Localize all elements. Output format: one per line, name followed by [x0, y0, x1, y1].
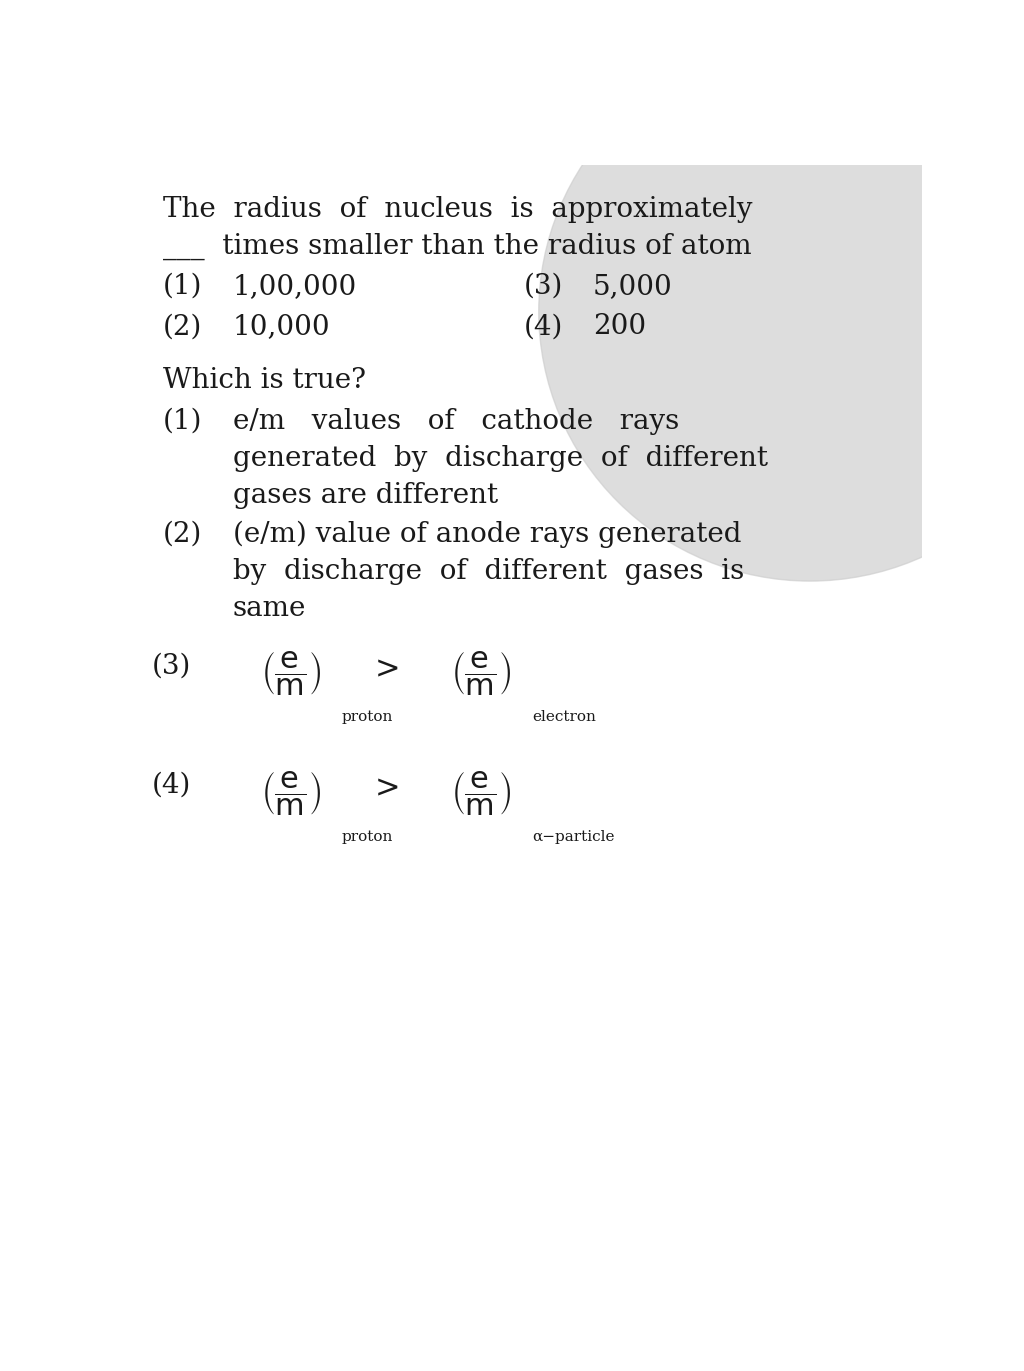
Text: (1): (1): [163, 407, 203, 435]
Text: (3): (3): [523, 273, 562, 300]
Text: gases are different: gases are different: [232, 481, 498, 509]
Text: ___  times smaller than the radius of atom: ___ times smaller than the radius of ato…: [163, 233, 752, 260]
Text: >: >: [375, 654, 400, 686]
Circle shape: [539, 43, 1024, 581]
Text: $\left(\dfrac{\mathrm{e}}{\mathrm{m}}\right)$: $\left(\dfrac{\mathrm{e}}{\mathrm{m}}\ri…: [261, 650, 321, 698]
Text: proton: proton: [342, 829, 393, 843]
Text: (2): (2): [163, 521, 203, 548]
Text: $\left(\dfrac{\mathrm{e}}{\mathrm{m}}\right)$: $\left(\dfrac{\mathrm{e}}{\mathrm{m}}\ri…: [261, 769, 321, 817]
Text: α−particle: α−particle: [531, 829, 614, 843]
Text: (e/m) value of anode rays generated: (e/m) value of anode rays generated: [232, 521, 741, 548]
Text: same: same: [232, 595, 306, 622]
Text: (4): (4): [523, 313, 562, 340]
Text: The  radius  of  nucleus  is  approximately: The radius of nucleus is approximately: [163, 196, 753, 223]
Text: proton: proton: [342, 710, 393, 724]
Text: Which is true?: Which is true?: [163, 367, 366, 393]
Text: 1,00,000: 1,00,000: [232, 273, 357, 300]
Text: $\left(\dfrac{\mathrm{e}}{\mathrm{m}}\right)$: $\left(\dfrac{\mathrm{e}}{\mathrm{m}}\ri…: [451, 769, 511, 817]
Text: 200: 200: [593, 313, 646, 340]
Text: (4): (4): [152, 772, 190, 799]
Text: 5,000: 5,000: [593, 273, 673, 300]
Text: 10,000: 10,000: [232, 313, 331, 340]
Text: >: >: [375, 773, 400, 805]
Text: generated  by  discharge  of  different: generated by discharge of different: [232, 444, 768, 472]
Text: $\left(\dfrac{\mathrm{e}}{\mathrm{m}}\right)$: $\left(\dfrac{\mathrm{e}}{\mathrm{m}}\ri…: [451, 650, 511, 698]
Text: (1): (1): [163, 273, 203, 300]
Text: (2): (2): [163, 313, 203, 340]
Text: electron: electron: [531, 710, 596, 724]
Text: e/m   values   of   cathode   rays: e/m values of cathode rays: [232, 407, 679, 435]
Text: (3): (3): [152, 653, 190, 679]
Text: by  discharge  of  different  gases  is: by discharge of different gases is: [232, 558, 743, 585]
